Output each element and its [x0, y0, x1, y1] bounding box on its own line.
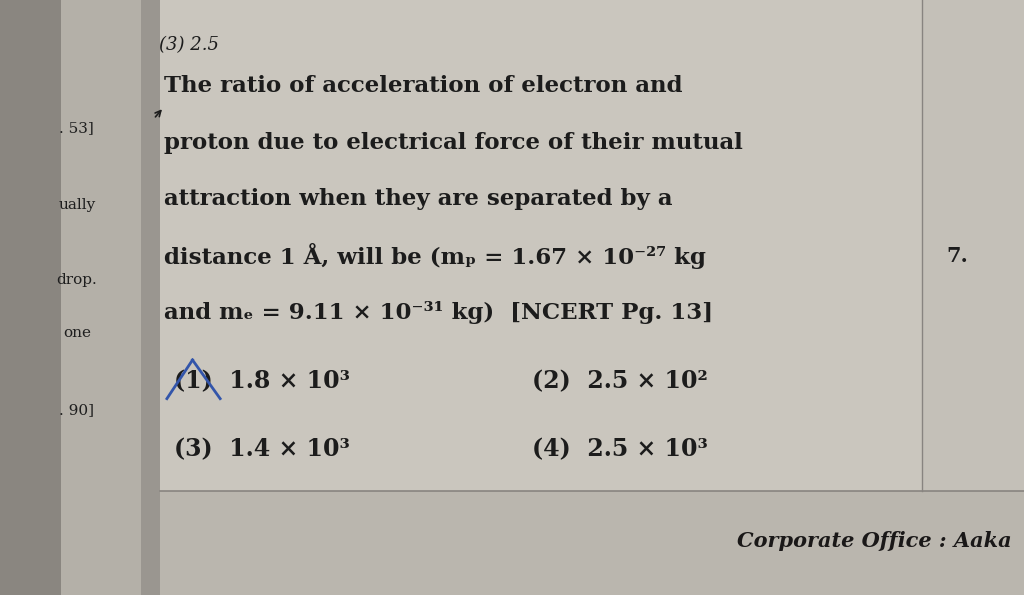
Bar — [61, 0, 148, 595]
Text: The ratio of acceleration of electron and: The ratio of acceleration of electron an… — [164, 76, 682, 97]
Text: (4)  2.5 × 10³: (4) 2.5 × 10³ — [532, 437, 709, 461]
Text: . 53]: . 53] — [59, 121, 94, 135]
Text: . 90]: . 90] — [59, 403, 94, 418]
Text: (3)  1.4 × 10³: (3) 1.4 × 10³ — [174, 437, 350, 461]
Text: distance 1 Å, will be (mₚ = 1.67 × 10⁻²⁷ kg: distance 1 Å, will be (mₚ = 1.67 × 10⁻²⁷… — [164, 243, 706, 269]
Text: and mₑ = 9.11 × 10⁻³¹ kg)  [NCERT Pg. 13]: and mₑ = 9.11 × 10⁻³¹ kg) [NCERT Pg. 13] — [164, 301, 713, 324]
Text: drop.: drop. — [56, 273, 97, 287]
Text: 7.: 7. — [946, 246, 969, 266]
Bar — [0, 0, 61, 595]
Text: (3) 2.5: (3) 2.5 — [159, 36, 219, 54]
Text: attraction when they are separated by a: attraction when they are separated by a — [164, 189, 673, 210]
Text: proton due to electrical force of their mutual: proton due to electrical force of their … — [164, 132, 742, 154]
Text: (2)  2.5 × 10²: (2) 2.5 × 10² — [532, 369, 709, 393]
Bar — [141, 0, 160, 595]
Text: ually: ually — [58, 198, 95, 212]
Text: Corporate Office : Aaka: Corporate Office : Aaka — [737, 531, 1012, 552]
Bar — [160, 491, 1024, 595]
Bar — [922, 0, 1024, 491]
Text: (1)  1.8 × 10³: (1) 1.8 × 10³ — [174, 369, 350, 393]
Text: one: one — [62, 326, 91, 340]
Bar — [160, 0, 922, 595]
